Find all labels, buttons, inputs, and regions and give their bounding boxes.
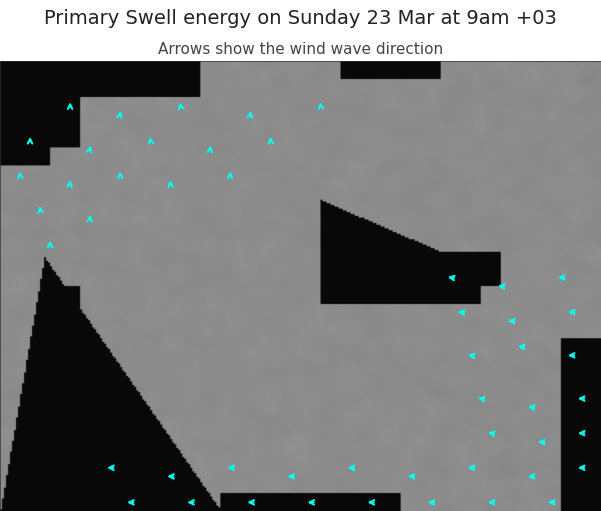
Text: Primary Swell energy on Sunday 23 Mar at 9am +03: Primary Swell energy on Sunday 23 Mar at… — [44, 9, 557, 28]
Text: Arrows show the wind wave direction: Arrows show the wind wave direction — [158, 41, 443, 57]
